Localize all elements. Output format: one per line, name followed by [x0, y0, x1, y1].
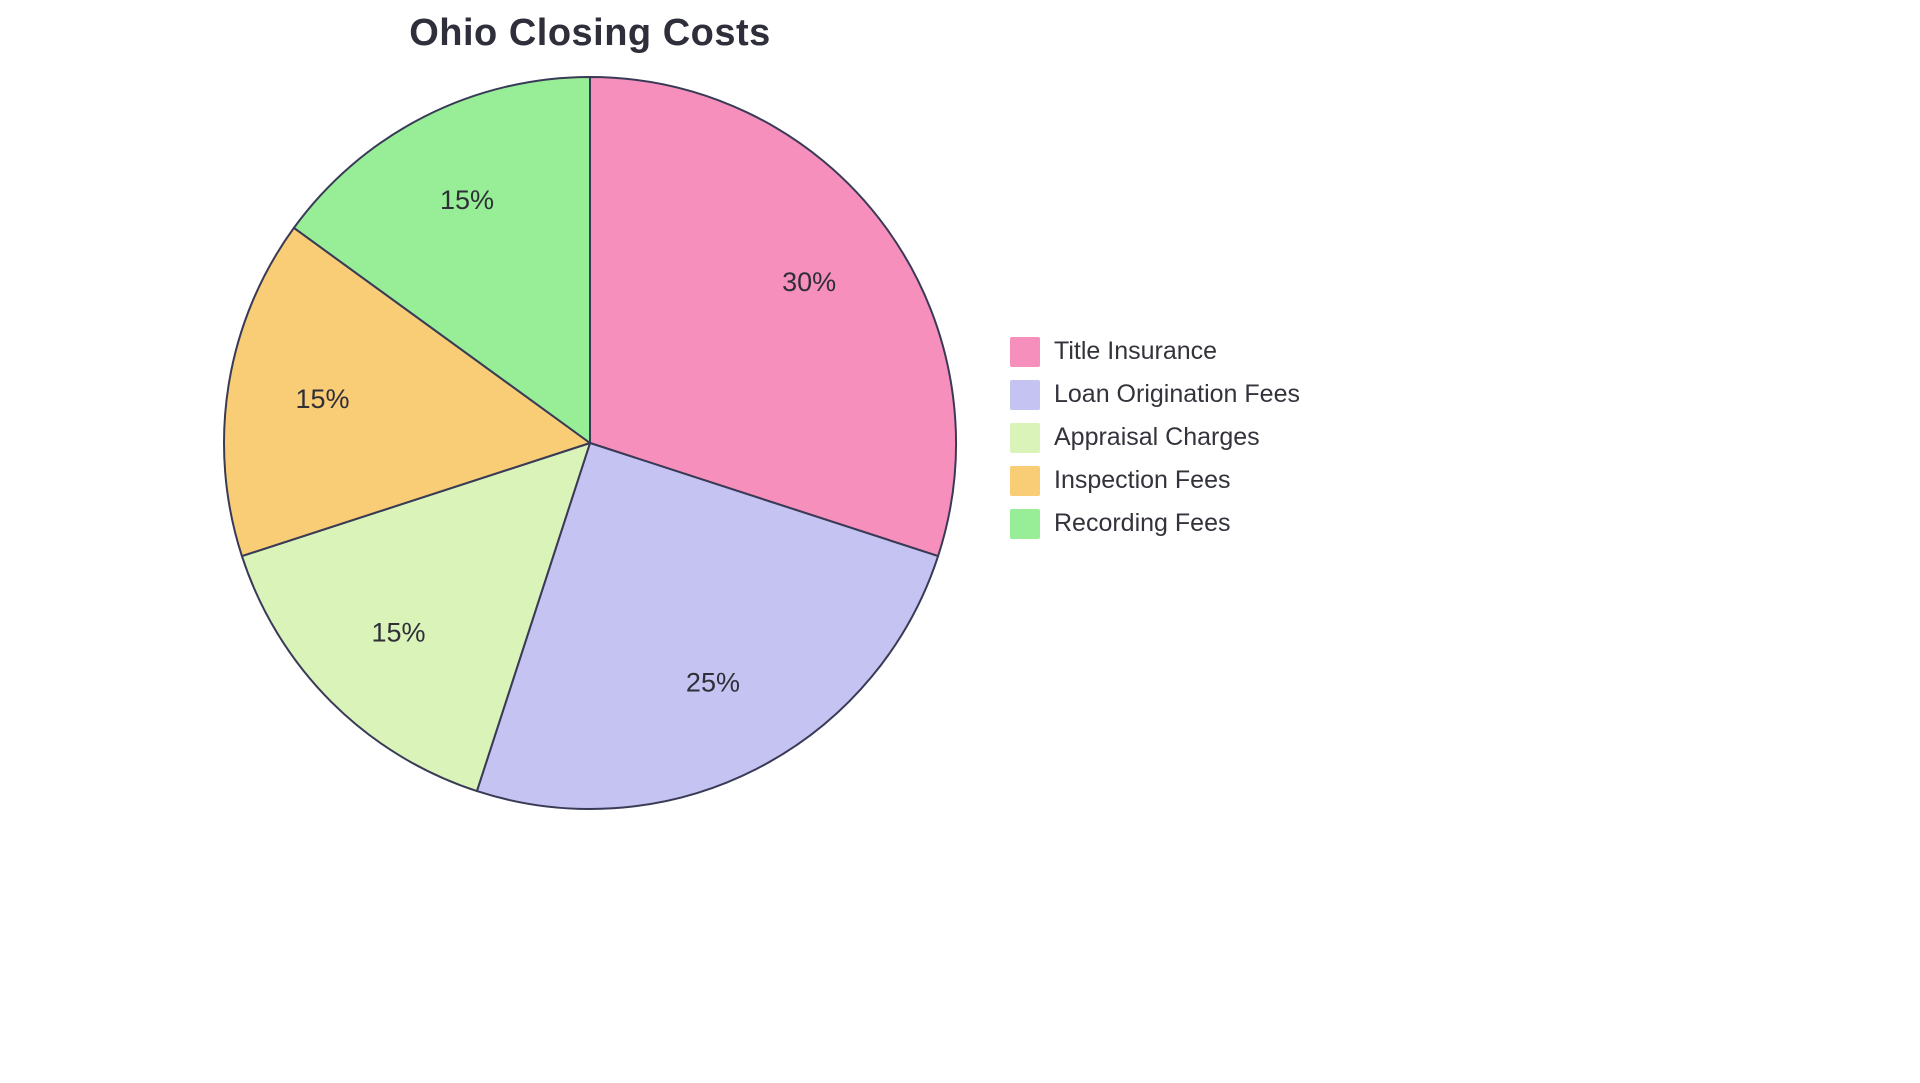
- pie-slice-percent-label: 15%: [371, 618, 425, 648]
- pie-slice[interactable]: [292, 76, 591, 444]
- pie-slice[interactable]: [223, 226, 591, 558]
- legend: Title Insurance Loan Origination Fees Appr…: [1010, 330, 1300, 545]
- legend-item[interactable]: Appraisal Charges: [1010, 416, 1300, 459]
- pie-labels-group: 30% 25% 15% 15% 15%: [295, 185, 836, 698]
- legend-item[interactable]: Recording Fees: [1010, 502, 1300, 545]
- legend-swatch: [1010, 465, 1040, 496]
- legend-label: Appraisal Charges: [1054, 423, 1260, 451]
- pie-slice[interactable]: [475, 442, 940, 810]
- legend-label: Recording Fees: [1054, 509, 1231, 537]
- pie-slice-percent-label: 15%: [295, 384, 349, 414]
- pie-slices-group: [223, 76, 957, 810]
- pie-slice-percent-label: 25%: [686, 667, 740, 697]
- legend-label: Inspection Fees: [1054, 466, 1231, 494]
- chart-title: Ohio Closing Costs: [409, 12, 771, 54]
- legend-label: Loan Origination Fees: [1054, 380, 1300, 408]
- legend-swatch: [1010, 336, 1040, 367]
- legend-item[interactable]: Title Insurance: [1010, 330, 1300, 373]
- legend-item[interactable]: Loan Origination Fees: [1010, 373, 1300, 416]
- legend-label: Title Insurance: [1054, 337, 1218, 365]
- pie-slice[interactable]: [589, 76, 957, 558]
- pie-slice-percent-label: 30%: [782, 267, 836, 297]
- legend-swatch: [1010, 379, 1040, 410]
- pie-slice[interactable]: [240, 442, 591, 793]
- legend-swatch: [1010, 422, 1040, 453]
- legend-item[interactable]: Inspection Fees: [1010, 459, 1300, 502]
- pie-slice-percent-label: 15%: [440, 185, 494, 215]
- legend-swatch: [1010, 508, 1040, 539]
